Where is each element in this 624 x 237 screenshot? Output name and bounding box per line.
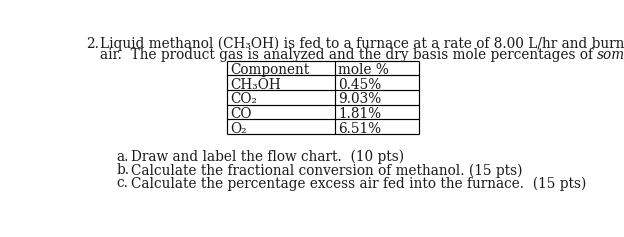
Text: CH₃OH: CH₃OH — [230, 78, 281, 92]
Text: air.  The product gas is analyzed and the dry basis mole percentages of: air. The product gas is analyzed and the… — [100, 48, 597, 63]
Text: Calculate the fractional conversion of methanol. (15 pts): Calculate the fractional conversion of m… — [130, 163, 522, 178]
Text: mole %: mole % — [338, 63, 389, 77]
Text: 9.03%: 9.03% — [338, 92, 382, 106]
Text: some: some — [597, 48, 624, 63]
Text: c.: c. — [117, 176, 129, 190]
Text: Calculate the percentage excess air fed into the furnace.  (15 pts): Calculate the percentage excess air fed … — [130, 176, 586, 191]
Text: CO: CO — [230, 107, 251, 121]
Text: Liquid methanol (CH₃OH) is fed to a furnace at a rate of 8.00 L/hr and burned wi: Liquid methanol (CH₃OH) is fed to a furn… — [100, 37, 624, 51]
Text: 0.45%: 0.45% — [338, 78, 382, 92]
Text: b.: b. — [117, 163, 130, 177]
Text: 2.: 2. — [85, 37, 99, 51]
Text: O₂: O₂ — [230, 122, 246, 136]
Text: a.: a. — [117, 150, 129, 164]
Text: Draw and label the flow chart.  (10 pts): Draw and label the flow chart. (10 pts) — [130, 150, 404, 164]
Text: Component: Component — [230, 63, 309, 77]
Text: 1.81%: 1.81% — [338, 107, 381, 121]
Text: 6.51%: 6.51% — [338, 122, 381, 136]
Text: CO₂: CO₂ — [230, 92, 256, 106]
